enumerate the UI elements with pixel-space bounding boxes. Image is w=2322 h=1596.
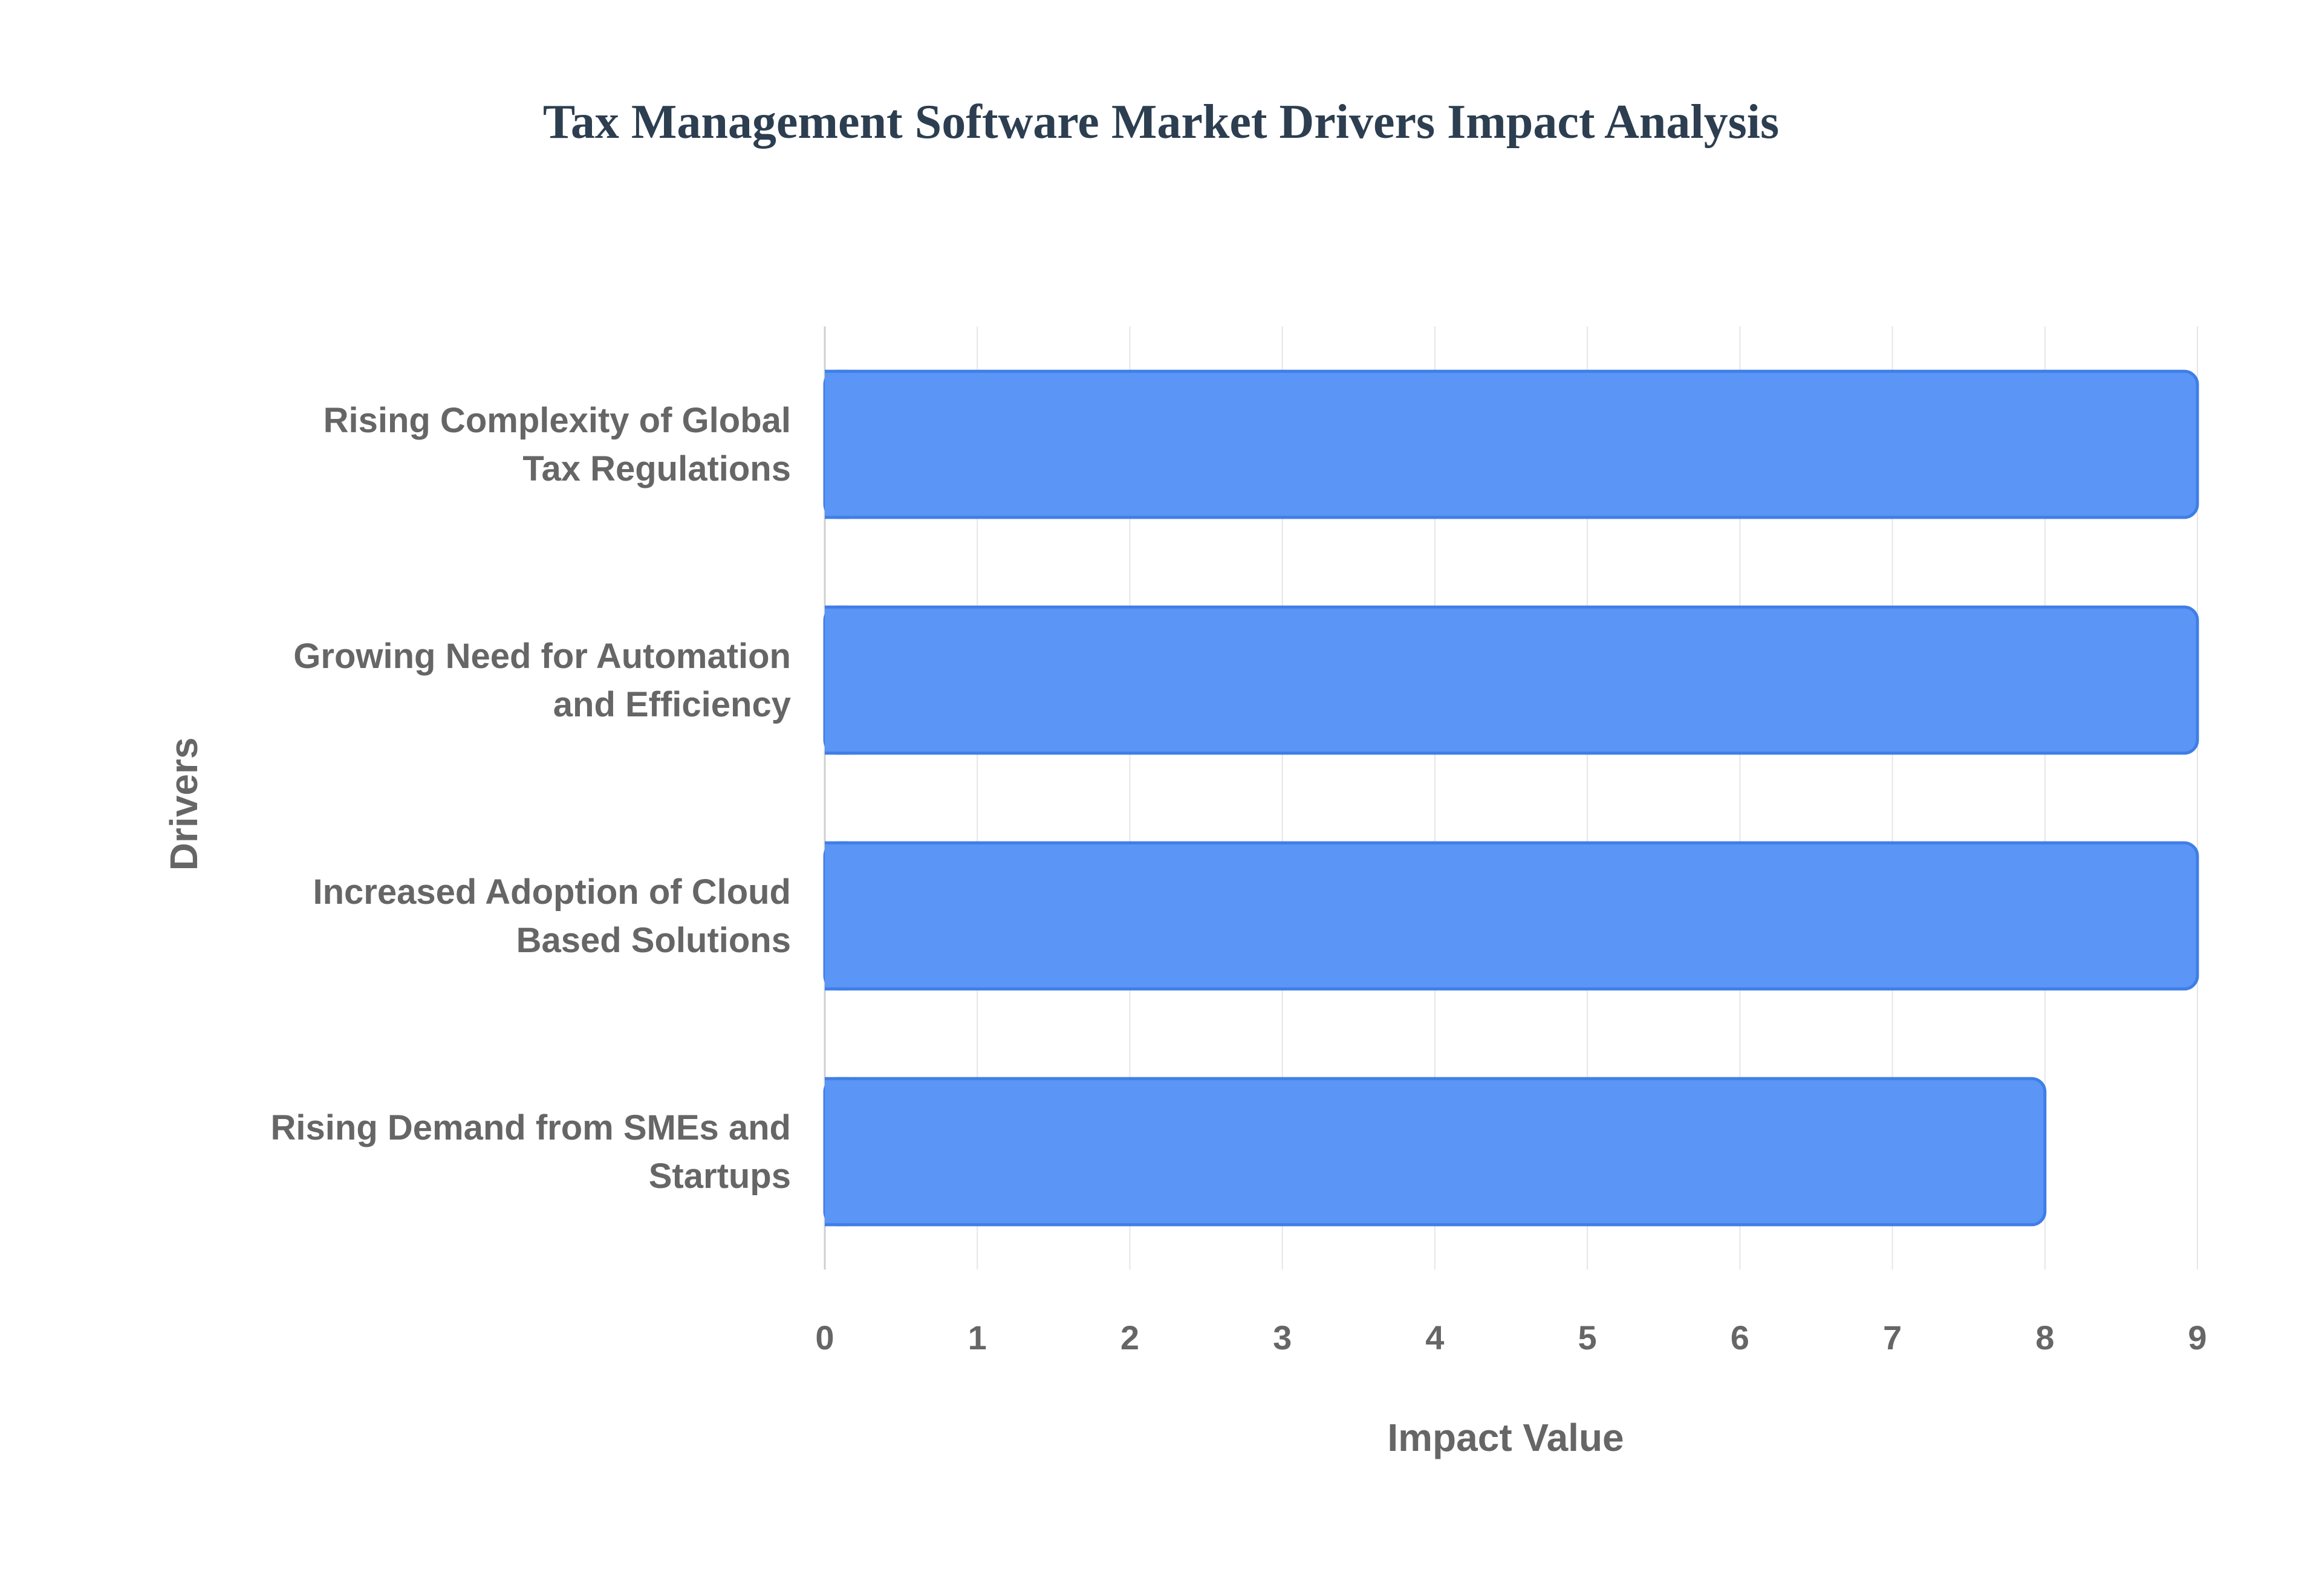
y-category-label-line: Increased Adoption of Cloud: [313, 872, 791, 912]
y-category-label: Increased Adoption of Cloud Based Solutio…: [313, 872, 791, 960]
y-category-label-line: Tax Regulations: [522, 449, 791, 488]
y-category-label-line: Based Solutions: [516, 921, 791, 960]
y-category-label: Rising Complexity of Global Tax Regulatio…: [324, 401, 791, 488]
bar-3-base: [825, 1079, 849, 1225]
x-axis-ticks: 0 1 2 3 4 5 6 7 8 9: [815, 1319, 2207, 1357]
bar-0: [823, 369, 2199, 519]
y-category-label-line: Startups: [649, 1156, 791, 1196]
y-category-label: Growing Need for Automation and Efficienc…: [293, 637, 791, 724]
bar-2: [823, 841, 2199, 991]
y-axis-category-labels: Rising Complexity of Global Tax Regulatio…: [271, 401, 791, 1196]
x-axis-label: Impact Value: [1387, 1416, 1624, 1459]
x-tick-label: 3: [1273, 1319, 1292, 1357]
x-tick-label: 0: [815, 1319, 834, 1357]
x-tick-label: 2: [1120, 1319, 1139, 1357]
x-tick-label: 7: [1883, 1319, 1902, 1357]
y-category-label: Rising Demand from SMEs and Startups: [271, 1108, 791, 1196]
y-category-label-line: Rising Complexity of Global: [324, 401, 791, 440]
x-tick-label: 4: [1425, 1319, 1444, 1357]
x-tick-label: 5: [1578, 1319, 1597, 1357]
bar-1-base: [825, 607, 849, 753]
bar-1: [823, 605, 2199, 755]
y-category-label-line: Growing Need for Automation: [293, 637, 791, 676]
y-axis-label: Drivers: [162, 738, 206, 871]
chart-title: Tax Management Software Market Drivers I…: [543, 96, 1779, 149]
y-category-label-line: Rising Demand from SMEs and: [271, 1108, 791, 1147]
x-tick-label: 6: [1731, 1319, 1749, 1357]
y-category-label-line: and Efficiency: [553, 685, 791, 724]
bars: [823, 369, 2199, 1227]
x-tick-label: 9: [2188, 1319, 2207, 1357]
bar-3: [823, 1077, 2047, 1227]
bar-2-base: [825, 843, 849, 989]
x-tick-label: 1: [968, 1319, 987, 1357]
x-tick-label: 8: [2035, 1319, 2054, 1357]
bar-0-base: [825, 371, 849, 517]
